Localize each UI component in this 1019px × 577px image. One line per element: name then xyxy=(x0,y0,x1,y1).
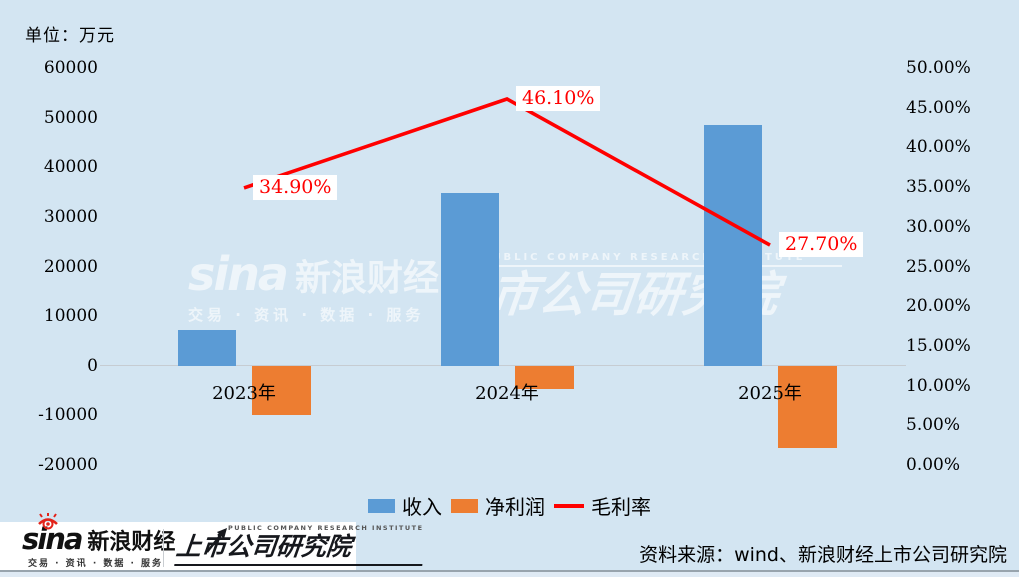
bar-收入-2023年 xyxy=(177,329,236,366)
left-axis-tick: -20000 xyxy=(38,455,98,475)
legend: 收入 净利润 毛利率 xyxy=(0,491,1019,520)
sina-logo-wordmark: sina xyxy=(22,522,83,556)
right-axis-tick: 45.00% xyxy=(906,97,971,118)
x-axis-label: 2024年 xyxy=(475,383,539,404)
institute-logo-caption: PUBLIC COMPANY RESEARCH INSTITUTE xyxy=(228,524,424,532)
bar-收入-2025年 xyxy=(703,124,762,366)
legend-label: 净利润 xyxy=(485,495,545,519)
footer-logo-band xyxy=(0,522,356,570)
watermark-institute-caption: PUBLIC COMPANY RESEARCH INSTITUTE xyxy=(482,252,842,267)
right-axis-tick: 10.00% xyxy=(906,375,971,396)
right-axis-tick: 0.00% xyxy=(906,455,961,475)
left-axis-tick: 40000 xyxy=(43,157,98,178)
left-axis-tick: 50000 xyxy=(43,107,98,128)
bar-收入-2024年 xyxy=(440,193,499,366)
zero-axis-line xyxy=(100,365,906,366)
sina-logo-cn: 新浪财经 xyxy=(87,529,176,555)
sina-finance-logo: sina 新浪财经 交易 · 资讯 · 数据 · 服务 xyxy=(22,513,176,569)
line-point-label: 34.90% xyxy=(253,174,338,200)
institute-arrow-icon xyxy=(206,528,227,553)
right-axis-tick: 15.00% xyxy=(906,335,971,356)
left-axis-tick: -10000 xyxy=(38,405,98,426)
right-axis-tick: 30.00% xyxy=(906,216,971,237)
watermark-sina-tagline: 交易 · 资讯 · 数据 · 服务 xyxy=(188,306,425,324)
legend-item-净利润: 净利润 xyxy=(451,491,545,520)
left-axis-tick: 0 xyxy=(87,355,98,376)
left-axis-tick: 60000 xyxy=(43,58,98,78)
line-point-label: 46.10% xyxy=(516,85,601,111)
legend-swatch xyxy=(368,498,395,513)
bar-净利润-2025年 xyxy=(778,365,837,448)
line-point-label: 27.70% xyxy=(779,232,864,258)
right-axis-tick: 5.00% xyxy=(906,415,961,436)
right-axis-tick: 25.00% xyxy=(906,256,971,277)
legend-item-收入: 收入 xyxy=(368,491,442,520)
data-source-text: 资料来源：wind、新浪财经上市公司研究院 xyxy=(639,544,1007,566)
watermark-sina-cn: 新浪财经 xyxy=(294,257,439,299)
bar-净利润-2024年 xyxy=(515,365,574,390)
left-axis-tick: 20000 xyxy=(43,256,98,277)
left-axis-tick: 10000 xyxy=(43,306,98,327)
institute-logo: PUBLIC COMPANY RESEARCH INSTITUTE 上市公司研究… xyxy=(174,524,426,566)
watermark-institute: PUBLIC COMPANY RESEARCH INSTITUTE 上市公司研究… xyxy=(439,250,842,323)
x-axis-label: 2023年 xyxy=(212,383,276,404)
legend-item-毛利率: 毛利率 xyxy=(554,491,651,520)
institute-logo-cn: 上市公司研究院 xyxy=(174,532,426,566)
axis-unit-label: 单位：万元 xyxy=(25,26,115,46)
footer-divider-line xyxy=(0,570,1019,572)
sina-logo-tagline: 交易 · 资讯 · 数据 · 服务 xyxy=(28,559,164,569)
right-axis-tick: 35.00% xyxy=(906,177,971,198)
left-axis-tick: 30000 xyxy=(43,206,98,227)
legend-label: 收入 xyxy=(402,495,442,519)
right-axis-tick: 40.00% xyxy=(906,137,971,158)
watermark-institute-cn: 上市公司研究院 xyxy=(439,267,781,323)
right-axis-tick: 50.00% xyxy=(906,58,971,78)
bar-净利润-2023年 xyxy=(252,365,311,416)
logo-divider xyxy=(163,529,164,567)
legend-swatch xyxy=(451,498,478,513)
watermark-sina-wordmark: sina xyxy=(188,247,289,301)
sina-eye-icon xyxy=(38,513,58,530)
watermark-sina-finance: sina 新浪财经 交易 · 资讯 · 数据 · 服务 xyxy=(188,247,439,325)
x-axis-label: 2025年 xyxy=(738,383,802,404)
legend-label: 毛利率 xyxy=(591,495,651,519)
legend-swatch xyxy=(554,503,584,508)
footer-bottom-strip xyxy=(0,572,1019,577)
right-axis-tick: 20.00% xyxy=(906,296,971,317)
